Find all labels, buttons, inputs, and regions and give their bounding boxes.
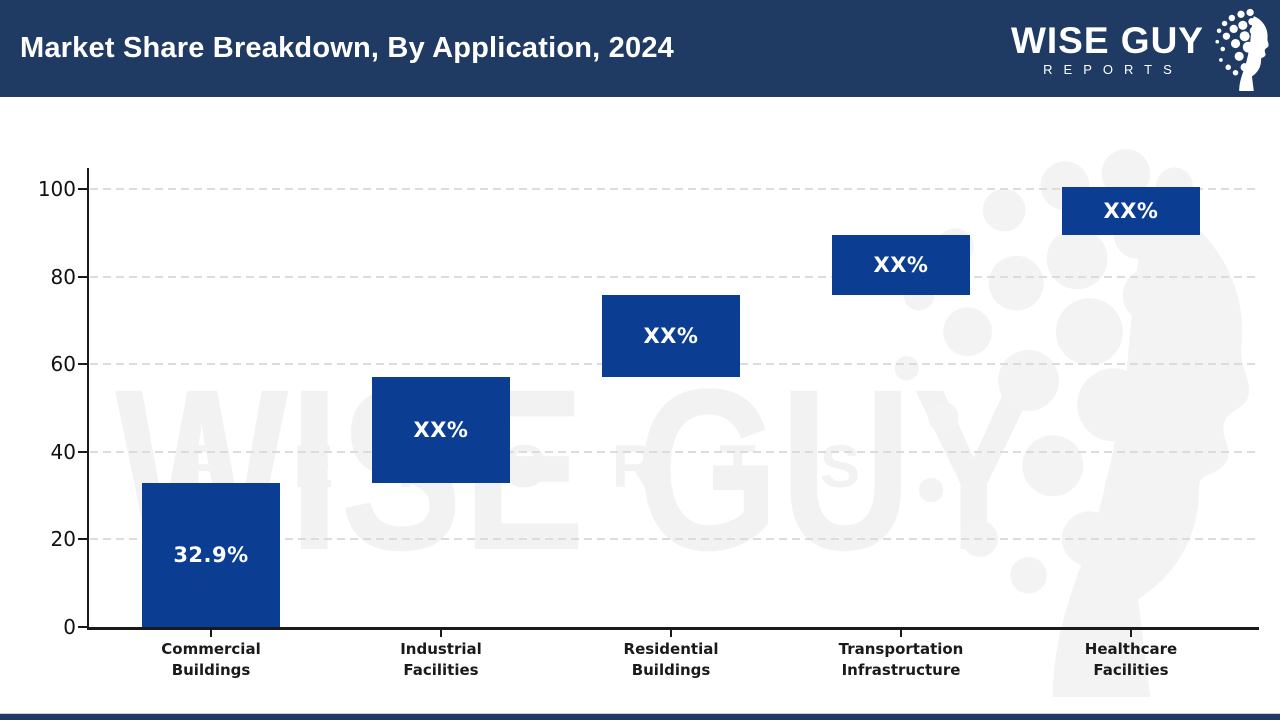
bar-value-label-industrial-facilities: XX% <box>413 417 469 442</box>
x-category-line: Residential <box>623 640 719 658</box>
bar-healthcare-facilities: XX% <box>1062 186 1200 235</box>
x-category-line: Buildings <box>171 661 251 679</box>
x-tick-transportation-infrastructure <box>900 630 902 637</box>
y-tick-label-80: 80 <box>50 264 76 289</box>
gridline-20 <box>90 538 1256 541</box>
gridline-80 <box>90 275 1256 278</box>
y-tick-label-0: 0 <box>63 615 76 639</box>
y-tick-80 <box>78 275 88 278</box>
logo-text: WISE GUY REPORTS <box>1011 22 1204 76</box>
bar-transportation-infrastructure: XX% <box>832 234 970 296</box>
x-category-label-industrial-facilities: Industrial Facilities <box>326 639 556 681</box>
bar-value-label-healthcare-facilities: XX% <box>1103 198 1159 223</box>
x-category-line: Healthcare <box>1084 640 1178 658</box>
bar-value-label-residential-buildings: XX% <box>643 324 699 349</box>
x-axis-spine <box>87 627 1259 630</box>
x-category-label-transportation-infrastructure: Transportation Infrastructure <box>786 639 1016 681</box>
y-axis-spine <box>87 168 89 629</box>
page-title: Market Share Breakdown, By Application, … <box>20 32 674 64</box>
y-tick-label-100: 100 <box>37 177 76 201</box>
x-category-label-commercial-buildings: Commercial Buildings <box>96 639 326 681</box>
x-category-line: Buildings <box>631 661 711 679</box>
x-category-line: Industrial <box>400 640 482 658</box>
x-tick-industrial-facilities <box>440 630 442 637</box>
wise-guy-logo: WISE GUY REPORTS <box>1011 0 1272 97</box>
y-tick-label-20: 20 <box>50 527 76 552</box>
y-tick-20 <box>78 538 88 541</box>
bar-value-label-transportation-infrastructure: XX% <box>873 252 929 277</box>
x-category-line: Commercial <box>161 640 261 658</box>
y-tick-label-60: 60 <box>50 352 76 377</box>
x-tick-commercial-buildings <box>210 630 212 637</box>
logo-face-icon <box>1215 8 1269 91</box>
x-tick-residential-buildings <box>670 630 672 637</box>
gridline-100 <box>90 188 1256 190</box>
x-category-line: Facilities <box>1093 661 1169 679</box>
gridline-40 <box>90 450 1256 453</box>
y-tick-0 <box>78 626 88 628</box>
x-category-line: Transportation <box>838 640 964 658</box>
x-category-label-residential-buildings: Residential Buildings <box>556 639 786 681</box>
bar-industrial-facilities: XX% <box>372 376 510 483</box>
bar-value-label-commercial-buildings: 32.9% <box>173 542 249 567</box>
logo-reports-label: REPORTS <box>1043 61 1183 77</box>
footer-bar <box>0 713 1280 720</box>
bar-residential-buildings: XX% <box>602 295 740 377</box>
x-category-label-healthcare-facilities: Healthcare Facilities <box>1016 639 1246 681</box>
y-tick-40 <box>78 450 88 453</box>
x-tick-healthcare-facilities <box>1130 630 1132 637</box>
bar-commercial-buildings: 32.9% <box>142 482 280 627</box>
logo-wiseguy-label: WISE GUY <box>1010 19 1204 61</box>
y-tick-100 <box>78 188 88 190</box>
y-tick-label-40: 40 <box>50 439 76 464</box>
y-tick-60 <box>78 363 88 366</box>
x-category-line: Facilities <box>403 661 479 679</box>
x-category-line: Infrastructure <box>841 661 961 679</box>
header-banner: Market Share Breakdown, By Application, … <box>0 0 1280 97</box>
watermark-reports-text: REPORTS <box>186 433 925 500</box>
